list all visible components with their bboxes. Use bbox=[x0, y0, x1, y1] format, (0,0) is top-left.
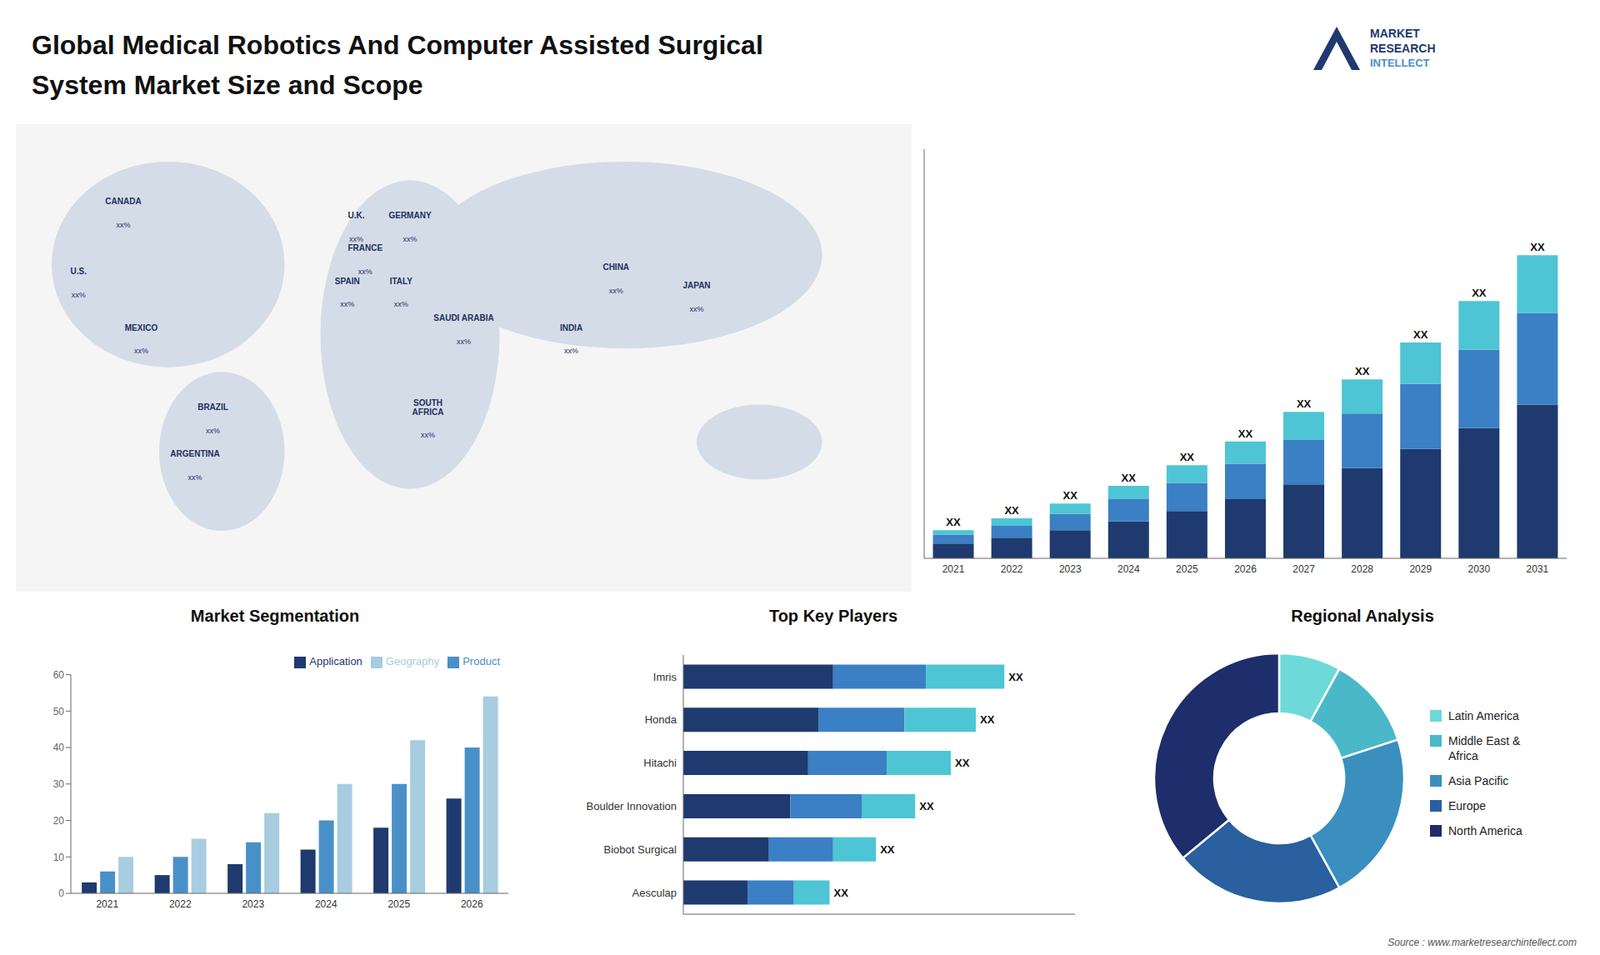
svg-text:2021: 2021 bbox=[942, 563, 965, 575]
svg-text:Honda: Honda bbox=[645, 713, 678, 726]
svg-text:XX: XX bbox=[1238, 427, 1254, 440]
svg-text:40: 40 bbox=[53, 741, 65, 754]
svg-text:20: 20 bbox=[53, 815, 65, 827]
html-text:Asia Pacific: Asia Pacific bbox=[1448, 774, 1509, 788]
svg-text:FRANCE: FRANCE bbox=[347, 243, 383, 253]
svg-text:BRAZIL: BRAZIL bbox=[197, 402, 229, 412]
html-text:North America: North America bbox=[1448, 824, 1523, 838]
svg-text:Hitachi: Hitachi bbox=[643, 756, 677, 770]
svg-text:2024: 2024 bbox=[1117, 563, 1140, 575]
svg-text:MEXICO: MEXICO bbox=[125, 323, 159, 333]
svg-text:2029: 2029 bbox=[1409, 563, 1432, 575]
svg-text:XX: XX bbox=[980, 713, 995, 726]
svg-text:2028: 2028 bbox=[1350, 563, 1374, 575]
svg-text:AFRICA: AFRICA bbox=[412, 407, 445, 417]
html-text:Global Medical Robotics And Co: Global Medical Robotics And Computer Ass… bbox=[31, 30, 764, 100]
svg-text:xx%: xx% bbox=[349, 235, 364, 244]
svg-text:2027: 2027 bbox=[1292, 563, 1315, 575]
html-text:Market Segmentation: Market Segmentation bbox=[190, 606, 360, 625]
svg-text:Biobot Surgical: Biobot Surgical bbox=[604, 843, 678, 856]
svg-text:2023: 2023 bbox=[1059, 563, 1082, 575]
svg-text:2030: 2030 bbox=[1468, 563, 1491, 575]
svg-text:xx%: xx% bbox=[115, 220, 130, 230]
svg-text:ARGENTINA: ARGENTINA bbox=[170, 449, 220, 459]
svg-text:XX: XX bbox=[1180, 450, 1195, 464]
svg-text:GERMANY: GERMANY bbox=[388, 210, 431, 220]
html-text:MARKET: MARKET bbox=[1370, 26, 1420, 40]
svg-text:xx%: xx% bbox=[205, 426, 220, 435]
svg-text:0: 0 bbox=[58, 887, 65, 900]
html-text:RESEARCH: RESEARCH bbox=[1370, 41, 1436, 55]
html-text:Top Key Players: Top Key Players bbox=[769, 606, 898, 625]
svg-text:XX: XX bbox=[1530, 240, 1545, 254]
svg-text:U.S.: U.S. bbox=[70, 266, 88, 276]
html-text:INTELLECT: INTELLECT bbox=[1370, 56, 1430, 70]
svg-text:CANADA: CANADA bbox=[105, 196, 141, 206]
svg-text:XX: XX bbox=[1004, 504, 1020, 517]
html-text:Latin America: Latin America bbox=[1448, 709, 1519, 723]
svg-text:50: 50 bbox=[53, 705, 65, 718]
svg-text:XX: XX bbox=[1296, 397, 1312, 410]
html-text:Geography: Geography bbox=[385, 655, 440, 668]
svg-text:xx%: xx% bbox=[340, 300, 355, 309]
svg-text:SPAIN: SPAIN bbox=[335, 276, 360, 286]
html-text:Europe: Europe bbox=[1448, 799, 1486, 813]
html-text:Source : www.marketresearchint: Source : www.marketresearchintellect.com bbox=[1387, 936, 1577, 949]
svg-text:SAUDI ARABIA: SAUDI ARABIA bbox=[433, 313, 494, 323]
svg-text:xx%: xx% bbox=[394, 300, 409, 309]
svg-text:U.K.: U.K. bbox=[348, 210, 365, 220]
svg-text:Aesculap: Aesculap bbox=[632, 886, 677, 900]
svg-text:XX: XX bbox=[1413, 328, 1429, 341]
svg-text:2024: 2024 bbox=[315, 898, 338, 910]
svg-text:10: 10 bbox=[53, 851, 65, 864]
svg-text:2025: 2025 bbox=[1175, 563, 1199, 575]
svg-text:JAPAN: JAPAN bbox=[682, 280, 710, 290]
svg-text:xx%: xx% bbox=[420, 430, 435, 440]
svg-text:2022: 2022 bbox=[1000, 563, 1024, 575]
html-text:Product: Product bbox=[462, 655, 500, 668]
svg-text:XX: XX bbox=[945, 515, 961, 529]
svg-text:xx%: xx% bbox=[689, 305, 704, 314]
svg-text:30: 30 bbox=[53, 778, 65, 790]
svg-text:xx%: xx% bbox=[358, 267, 373, 276]
svg-text:ITALY: ITALY bbox=[390, 276, 414, 286]
svg-text:XX: XX bbox=[1471, 286, 1487, 300]
svg-text:SOUTH: SOUTH bbox=[413, 398, 443, 408]
html-text:Regional Analysis: Regional Analysis bbox=[1291, 606, 1434, 625]
svg-text:2023: 2023 bbox=[241, 898, 265, 910]
svg-text:xx%: xx% bbox=[71, 290, 86, 300]
svg-text:XX: XX bbox=[1355, 365, 1370, 378]
html-text:Middle East & Africa: Middle East & Africa bbox=[1448, 734, 1521, 763]
svg-text:XX: XX bbox=[1008, 670, 1024, 684]
svg-text:XX: XX bbox=[834, 886, 850, 900]
svg-text:2031: 2031 bbox=[1526, 563, 1550, 575]
svg-text:xx%: xx% bbox=[456, 337, 471, 346]
svg-text:2021: 2021 bbox=[95, 898, 119, 910]
svg-text:XX: XX bbox=[880, 843, 895, 856]
svg-text:XX: XX bbox=[919, 800, 935, 813]
svg-text:Imris: Imris bbox=[653, 670, 678, 684]
svg-text:60: 60 bbox=[53, 669, 65, 681]
svg-text:2026: 2026 bbox=[460, 898, 484, 910]
svg-text:Boulder Innovation: Boulder Innovation bbox=[586, 800, 677, 813]
svg-text:2022: 2022 bbox=[169, 898, 192, 910]
svg-text:INDIA: INDIA bbox=[560, 323, 583, 333]
svg-text:XX: XX bbox=[1121, 471, 1137, 485]
svg-text:CHINA: CHINA bbox=[602, 262, 630, 272]
svg-text:xx%: xx% bbox=[134, 346, 149, 355]
svg-text:xx%: xx% bbox=[402, 235, 417, 244]
svg-text:xx%: xx% bbox=[187, 473, 202, 482]
svg-text:2025: 2025 bbox=[387, 898, 410, 910]
svg-text:XX: XX bbox=[1063, 489, 1079, 502]
svg-text:XX: XX bbox=[955, 756, 970, 770]
svg-text:xx%: xx% bbox=[609, 286, 624, 295]
svg-text:xx%: xx% bbox=[564, 346, 579, 355]
svg-text:2026: 2026 bbox=[1234, 563, 1257, 575]
html-text:Application: Application bbox=[309, 655, 363, 668]
